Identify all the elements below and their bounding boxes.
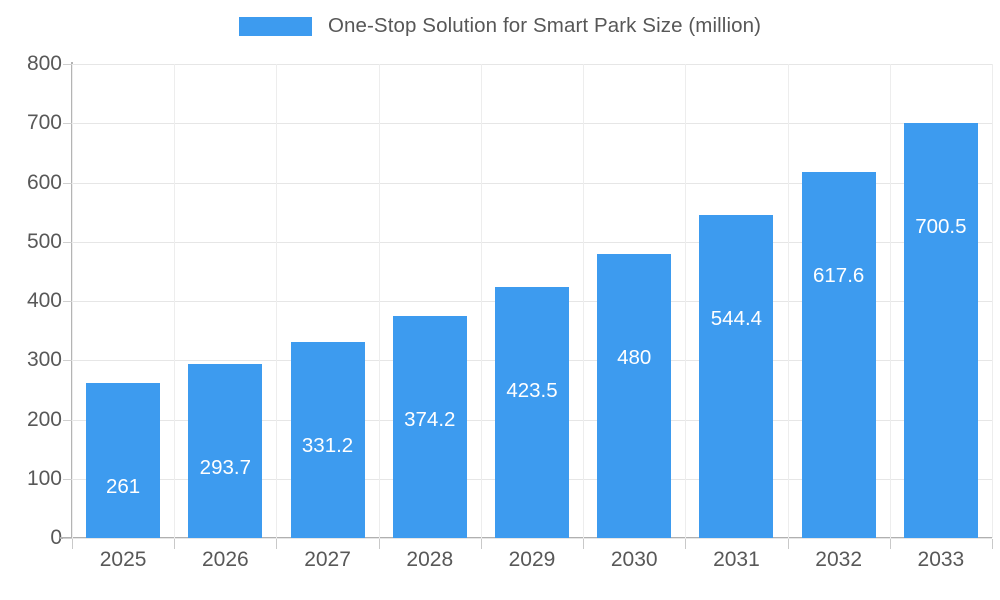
y-axis-tick-mark [63, 538, 72, 539]
y-gridline [72, 182, 992, 184]
x-axis-tick-label: 2029 [508, 548, 556, 571]
y-axis-tick-label: 400 [26, 289, 62, 312]
bar-value-label: 261 [106, 475, 141, 499]
x-axis-tick-label: 2027 [304, 548, 351, 571]
x-axis-tick-mark [992, 539, 993, 549]
x-axis-tick-mark [685, 539, 686, 549]
x-axis-tick-label: 2025 [99, 548, 147, 571]
bar[interactable]: 331.2 [290, 341, 365, 538]
bar-value-label: 331.2 [301, 433, 354, 457]
bar-value-label: 423.5 [506, 379, 558, 403]
y-gridline [72, 538, 992, 539]
y-axis-tick-label: 200 [26, 407, 62, 431]
x-gridline [992, 64, 993, 538]
y-axis-tick-label: 800 [26, 52, 62, 75]
bar[interactable]: 261 [86, 383, 161, 538]
y-axis-tick-mark [63, 478, 72, 480]
x-axis-tick-label: 2032 [815, 548, 863, 571]
y-axis-tick-label: 600 [26, 170, 62, 194]
x-axis-tick-mark [890, 539, 891, 549]
bar-value-label: 293.7 [199, 455, 251, 479]
bar[interactable]: 374.2 [392, 316, 467, 538]
bar[interactable]: 700.5 [903, 122, 978, 538]
bar[interactable]: 617.6 [801, 172, 876, 538]
x-gridline [379, 64, 380, 538]
y-gridline [72, 64, 992, 65]
plot-area: 261 293.7 331.2 374.2 423.5 480 544.4 617.6 700.… [72, 64, 993, 539]
bar[interactable]: 480 [597, 253, 672, 538]
x-axis-labels: 2025 2026 2027 2028 2029 2030 2031 2032 2033 [72, 548, 992, 588]
x-axis-tick-mark [788, 539, 789, 549]
y-axis-tick-label: 100 [26, 466, 62, 490]
legend-item-one-stop-solution[interactable]: One-Stop Solution for Smart Park Size (m… [238, 14, 762, 38]
legend-color-swatch-icon [238, 16, 312, 36]
bar-value-label: 700.5 [915, 214, 967, 238]
y-gridline [72, 123, 992, 125]
bar-value-label: 617.6 [813, 264, 865, 288]
y-axis-tick-mark [63, 123, 72, 125]
x-axis-tick-label: 2026 [201, 548, 249, 571]
legend-item-label: One-Stop Solution for Smart Park Size (m… [327, 14, 762, 37]
x-axis-tick-mark [72, 539, 73, 549]
y-axis-labels: 0 100 200 300 400 500 600 700 800 [0, 0, 62, 600]
x-axis-tick-label: 2031 [713, 548, 760, 571]
x-axis-tick-mark [174, 539, 175, 549]
y-axis-tick-mark [63, 182, 72, 184]
x-gridline [788, 64, 789, 538]
x-gridline [583, 64, 584, 538]
bar[interactable]: 423.5 [495, 287, 569, 538]
chart-legend: One-Stop Solution for Smart Park Size (m… [0, 8, 1000, 44]
x-axis-tick-mark [583, 539, 584, 549]
x-axis-tick-mark [481, 539, 482, 549]
x-gridline [72, 64, 73, 538]
x-gridline [276, 64, 277, 538]
bar-value-label: 374.2 [404, 408, 456, 432]
x-axis-tick-mark [379, 539, 380, 549]
x-gridline [481, 64, 482, 538]
y-gridline [72, 241, 992, 243]
y-axis-tick-mark [63, 241, 72, 243]
x-axis-tick-label: 2033 [917, 548, 965, 571]
y-axis-tick-label: 500 [26, 229, 62, 253]
bar[interactable]: 544.4 [699, 215, 774, 538]
y-axis-tick-label: 300 [26, 348, 62, 372]
x-axis-tick-label: 2028 [406, 548, 454, 571]
x-axis-tick-label: 2030 [610, 548, 658, 571]
y-axis-tick-label: 0 [50, 526, 62, 549]
y-axis-tick-mark [63, 419, 72, 421]
y-axis-tick-mark [63, 360, 72, 362]
y-axis-tick-mark [63, 301, 72, 302]
bar[interactable]: 293.7 [188, 363, 263, 538]
x-gridline [890, 64, 891, 538]
y-axis-tick-mark [63, 64, 72, 65]
x-gridline [685, 64, 686, 538]
x-axis-tick-mark [276, 539, 277, 549]
bar-value-label: 544.4 [710, 307, 763, 331]
x-gridline [174, 64, 175, 538]
y-axis-tick-label: 700 [26, 111, 62, 135]
bar-value-label: 480 [617, 345, 652, 369]
